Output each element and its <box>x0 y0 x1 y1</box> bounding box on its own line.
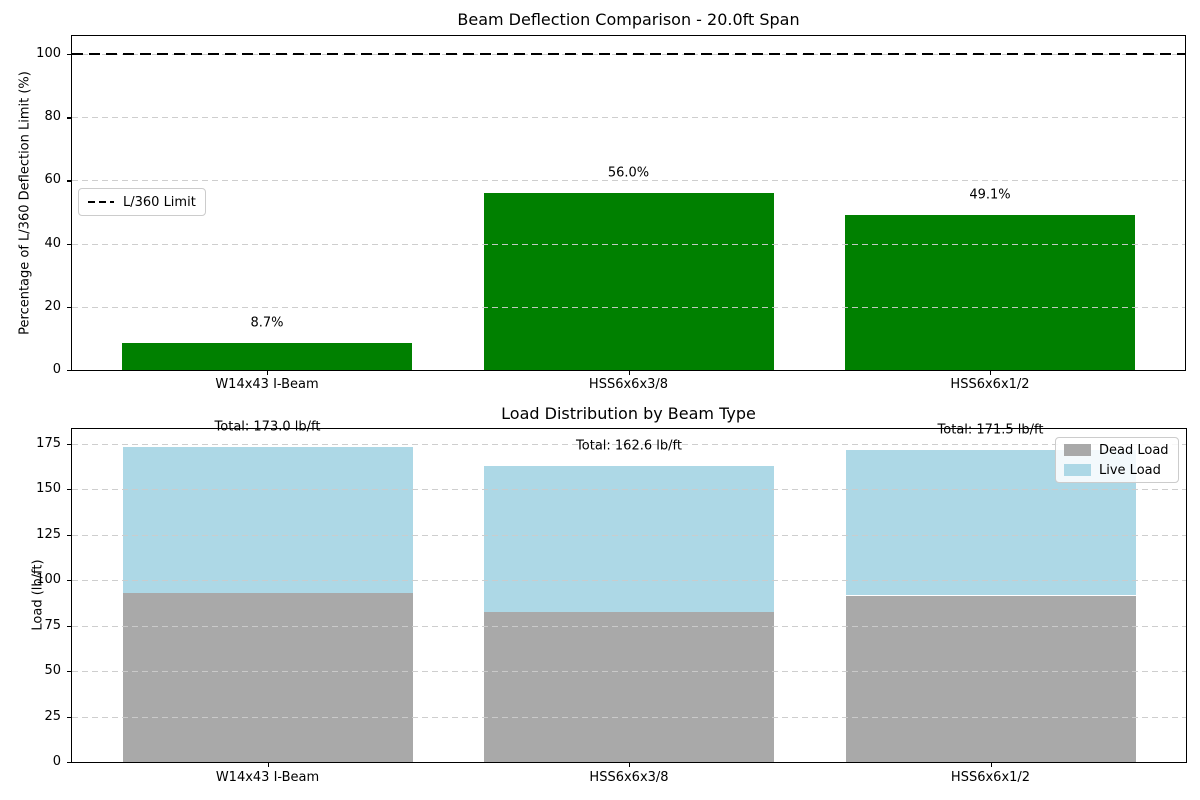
live-load-bar <box>484 466 774 612</box>
dead-load-bar <box>122 592 413 762</box>
legend-row-dead-load: Dead Load <box>1064 443 1170 458</box>
gridline <box>72 625 1186 627</box>
y-tick-mark <box>67 370 71 372</box>
deflection-bar <box>122 342 412 370</box>
legend-label-live-load: Live Load <box>1099 462 1161 478</box>
chart-title: Beam Deflection Comparison - 20.0ft Span <box>457 10 800 29</box>
gridline <box>72 180 1185 182</box>
x-tick-mark <box>990 763 992 767</box>
deflection-chart-section: Beam Deflection Comparison - 20.0ft Span… <box>18 10 1186 392</box>
gridline <box>72 117 1185 119</box>
x-category-label: HSS6x6x1/2 <box>950 770 1031 785</box>
x-category-label: HSS6x6x3/8 <box>588 377 669 392</box>
y-tick-label: 60 <box>44 172 61 188</box>
x-tick-mark <box>990 371 992 375</box>
y-tick-mark <box>67 54 71 56</box>
y-tick-label: 25 <box>44 708 61 724</box>
y-tick-mark <box>67 625 71 627</box>
bar-value-label: 8.7% <box>250 315 284 330</box>
y-tick-label: 0 <box>52 754 61 769</box>
gridline <box>72 671 1186 673</box>
x-tick-mark <box>628 371 630 375</box>
dead-load-swatch <box>1064 444 1091 456</box>
limit-line <box>72 53 1185 56</box>
deflection-bar <box>845 214 1135 370</box>
y-tick-label: 100 <box>36 572 61 588</box>
legend-row-live-load: Live Load <box>1064 463 1170 478</box>
y-tick-mark <box>67 180 71 182</box>
load-distribution-chart-section: Load Distribution by Beam Type Load (lb/… <box>0 400 1200 800</box>
y-tick-label: 150 <box>36 481 61 497</box>
x-tick-mark <box>629 763 631 767</box>
total-label: Total: 173.0 lb/ft <box>214 419 321 435</box>
gridline <box>72 716 1186 718</box>
gridline <box>72 534 1186 536</box>
x-category-label: W14x43 I-Beam <box>215 377 319 392</box>
gridline <box>72 580 1186 582</box>
bar-value-label: 49.1% <box>969 187 1011 203</box>
y-tick-mark <box>67 443 71 445</box>
y-tick-label: 40 <box>44 235 61 251</box>
legend-label-dead-load: Dead Load <box>1099 442 1169 458</box>
dashed-line-swatch <box>88 200 114 204</box>
y-tick-label: 50 <box>44 663 61 679</box>
y-tick-mark <box>67 762 71 764</box>
bar-value-label: 56.0% <box>607 165 650 181</box>
gridline <box>72 489 1186 491</box>
deflection-bar <box>483 193 774 370</box>
chart-title: Load Distribution by Beam Type <box>501 404 756 423</box>
gridline <box>72 443 1186 445</box>
y-tick-label: 0 <box>52 362 61 377</box>
x-category-label: W14x43 I-Beam <box>215 770 320 785</box>
y-tick-label: 20 <box>44 298 61 314</box>
legend: Dead Load Live Load <box>1055 437 1179 483</box>
live-load-swatch <box>1064 464 1091 476</box>
gridline <box>72 306 1185 308</box>
x-tick-mark <box>267 763 269 767</box>
y-tick-label: 175 <box>36 435 61 451</box>
y-tick-mark <box>67 306 71 309</box>
legend-label-limit: L/360 Limit <box>123 194 196 210</box>
x-category-label: HSS6x6x3/8 <box>589 770 669 785</box>
y-tick-mark <box>67 117 71 119</box>
live-load-bar <box>122 447 413 593</box>
y-tick-mark <box>67 671 71 673</box>
y-tick-mark <box>67 489 71 491</box>
y-tick-mark <box>67 716 71 718</box>
y-tick-label: 80 <box>44 109 61 125</box>
y-tick-label: 75 <box>44 617 61 633</box>
total-label: Total: 171.5 lb/ft <box>937 422 1044 438</box>
x-category-label: HSS6x6x1/2 <box>950 377 1030 392</box>
total-label: Total: 162.6 lb/ft <box>576 438 682 454</box>
y-tick-label: 100 <box>36 46 61 61</box>
dead-load-bar <box>845 595 1136 762</box>
x-tick-mark <box>267 371 269 375</box>
y-tick-mark <box>67 580 71 582</box>
y-tick-mark <box>67 243 71 245</box>
y-tick-label: 125 <box>36 526 61 542</box>
dead-load-bar <box>484 611 774 762</box>
y-tick-mark <box>67 534 71 536</box>
gridline <box>72 243 1185 245</box>
legend: L/360 Limit <box>78 188 206 216</box>
